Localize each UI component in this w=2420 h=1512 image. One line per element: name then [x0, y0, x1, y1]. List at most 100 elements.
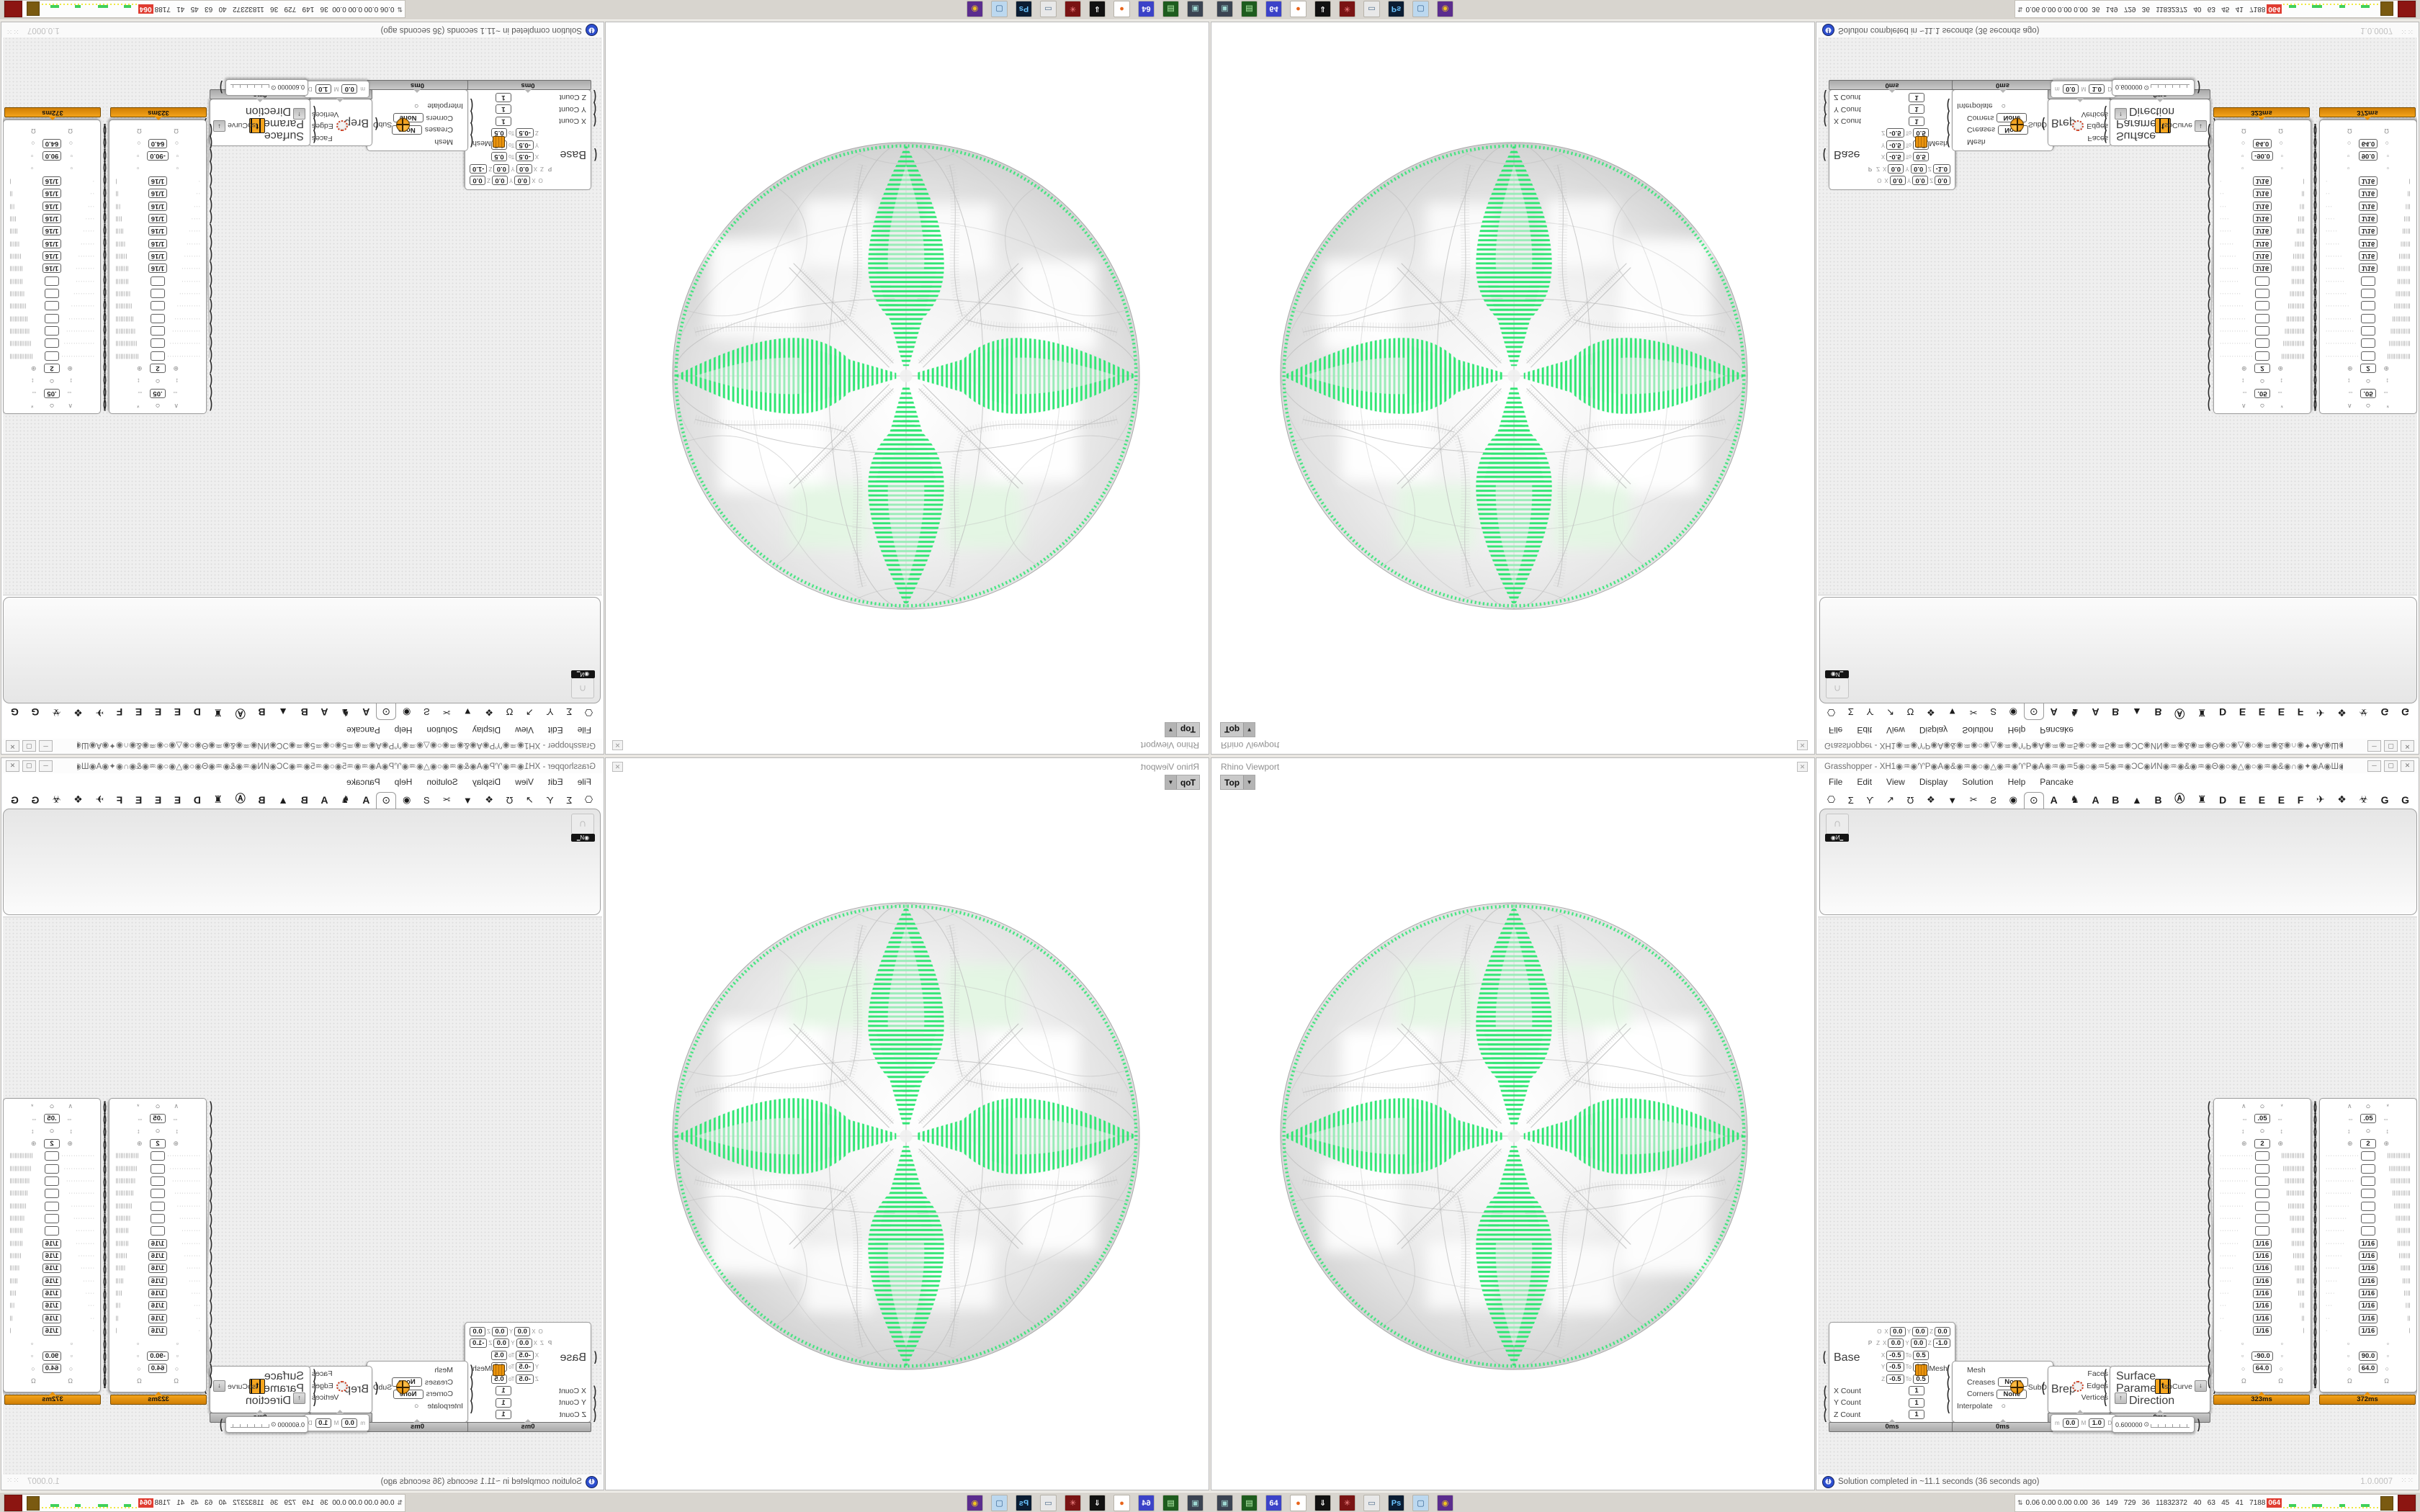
category-tab-icon-6[interactable]: ▼ — [462, 706, 472, 717]
red-rosette-icon[interactable]: ✳ — [1065, 1495, 1081, 1511]
system-monitor-widget[interactable]: ⇅ 0.06 0.00 0.00 0.00 36 149 729 36 1183… — [2015, 1494, 2416, 1512]
category-tab-icon-7[interactable]: ✂ — [1969, 794, 1978, 805]
plugin-tab-12[interactable]: F — [116, 706, 123, 718]
inkscape-arrow-icon[interactable]: ⇓ — [1089, 1, 1106, 17]
plugin-tab-17[interactable]: G — [2401, 794, 2410, 806]
viewport-close-button[interactable]: ✕ — [612, 762, 623, 772]
category-tab-icon-5[interactable]: ❖ — [485, 707, 493, 718]
plugin-tab-15[interactable]: ☣ — [51, 793, 61, 805]
category-tab-icon-7[interactable]: ✂ — [442, 707, 451, 718]
menu-item-view[interactable]: View — [515, 725, 534, 736]
plugin-tab-5[interactable]: B — [258, 706, 266, 718]
plugin-tab-2[interactable]: A — [2092, 706, 2099, 718]
plugin-tab-8[interactable]: D — [193, 794, 201, 806]
plugin-tab-1[interactable]: ♞ — [2070, 707, 2079, 719]
node-isocurve[interactable]: ( Surface ( Parameter t ( ↑ Direction Is… — [204, 1366, 316, 1423]
category-tab-icon-4[interactable]: Ʊ — [506, 706, 514, 717]
category-tab-icon-3[interactable]: ↗ — [525, 707, 534, 718]
domain-mmd-widget[interactable]: m0.0M1.0D6 — [289, 81, 369, 98]
plugin-tab-1[interactable]: ♞ — [2070, 793, 2079, 805]
grasshopper-titlebar[interactable]: Grasshopper - XH1◉♒◉♈P◉A◉&◉♒◉○◉△◉♒◉♈P◉A◉… — [1, 758, 604, 773]
category-tab-icon-3[interactable]: ↗ — [1886, 707, 1895, 718]
node-isocurve[interactable]: ( Surface ( Parameter t ( ↑ Direction Is… — [2104, 1366, 2216, 1423]
firefox-icon[interactable]: ● — [1113, 1, 1130, 17]
grasshopper-titlebar[interactable]: Grasshopper - XH1◉♒◉♈P◉A◉&◉♒◉○◉△◉♒◉♈P◉A◉… — [1816, 739, 2419, 754]
plugin-tab-14[interactable]: ❖ — [73, 707, 83, 719]
plugin-tab-2[interactable]: A — [321, 794, 328, 806]
menu-item-display[interactable]: Display — [1919, 725, 1948, 736]
category-tab-icon-0[interactable]: ⎔ — [1827, 794, 1836, 805]
plugin-tab-10[interactable]: E — [2258, 706, 2266, 718]
slider-column-panel[interactable]: ()∧*○()⇔⇔.05()↕↕○()⊕⊕2()·············· |… — [2313, 1098, 2417, 1392]
slider-grip-icon[interactable]: ⊙ — [270, 1421, 277, 1428]
node-deconstruct-brep[interactable]: ( Brep Faces×Edges×Vertices× 2ms — [2042, 89, 2117, 146]
maximize-button[interactable]: ▢ — [2384, 740, 2398, 752]
package-green-icon[interactable]: ▤ — [1162, 1495, 1179, 1511]
slider-column-panel[interactable]: ()∧*○()⇔⇔.05()↕↕○()⊕⊕2()·············· |… — [3, 1098, 107, 1392]
menu-item-solution[interactable]: Solution — [1962, 776, 1994, 787]
menu-item-solution[interactable]: Solution — [1962, 725, 1994, 736]
menu-item-help[interactable]: Help — [394, 776, 413, 787]
category-tab-icon-8[interactable]: Ƨ — [424, 706, 430, 717]
plugin-tab-12[interactable]: F — [2297, 794, 2304, 806]
plugin-tab-11[interactable]: E — [2277, 794, 2285, 806]
category-tab-icon-6[interactable]: ▼ — [1948, 706, 1958, 717]
plugin-tab-6[interactable]: Ⓐ — [235, 708, 246, 719]
plugin-tab-7[interactable]: ♜ — [213, 793, 223, 805]
plugin-tab-0[interactable]: A — [362, 706, 370, 718]
terminal-monitor-icon[interactable]: ▣ — [1216, 1, 1233, 17]
plugin-tab-7[interactable]: ♜ — [213, 707, 223, 719]
plugin-tab-2[interactable]: A — [2092, 794, 2099, 806]
viewport-view-dropdown[interactable]: Top ▼ — [1164, 775, 1200, 790]
category-tab-icon-5[interactable]: ❖ — [1927, 707, 1935, 718]
node-deconstruct-brep[interactable]: ( Brep Faces×Edges×Vertices× 2ms — [303, 89, 378, 146]
plugin-tab-16[interactable]: G — [2380, 706, 2389, 718]
photoshop-icon[interactable]: Ps — [1388, 1495, 1404, 1511]
plugin-tab-15[interactable]: ☣ — [2359, 707, 2369, 719]
plugin-tab-10[interactable]: E — [154, 706, 162, 718]
plugin-tab-3[interactable]: B — [300, 706, 308, 718]
plugin-tab-0[interactable]: A — [362, 794, 370, 806]
purple-bot-icon[interactable]: ◉ — [967, 1, 983, 17]
plugin-tab-7[interactable]: ♜ — [2197, 793, 2207, 805]
menu-item-edit[interactable]: Edit — [547, 725, 563, 736]
menu-item-help[interactable]: Help — [2007, 776, 2026, 787]
domain-mmd-widget[interactable]: m0.0M1.0D6 — [289, 1414, 369, 1431]
package-green-icon[interactable]: ▤ — [1241, 1495, 1258, 1511]
plugin-tab-1[interactable]: ♞ — [341, 707, 350, 719]
slider-column-panel[interactable]: ()∧*○()⇔⇔.05()↕↕○()⊕⊕2()·············· |… — [103, 1098, 212, 1392]
red-rosette-icon[interactable]: ✳ — [1339, 1, 1355, 17]
slider-column-panel[interactable]: ()∧*○()⇔⇔.05()↕↕○()⊕⊕2()·············· |… — [3, 120, 107, 414]
terminal-monitor-icon[interactable]: ▣ — [1216, 1495, 1233, 1511]
selected-category-tab[interactable]: ⊙ — [2023, 792, 2044, 809]
node-deconstruct-brep[interactable]: ( Brep Faces×Edges×Vertices× 2ms — [2042, 1366, 2117, 1423]
photoshop-icon[interactable]: Ps — [1388, 1, 1404, 17]
slider-column-panel[interactable]: ()∧*○()⇔⇔.05()↕↕○()⊕⊕2()·············· |… — [2208, 120, 2317, 414]
plugin-tab-15[interactable]: ☣ — [2359, 793, 2369, 805]
red-rosette-icon[interactable]: ✳ — [1065, 1, 1081, 17]
menu-item-pancake[interactable]: Pancake — [346, 725, 380, 736]
close-button[interactable]: ✕ — [6, 740, 19, 752]
purple-bot-icon[interactable]: ◉ — [1437, 1, 1453, 17]
floppy-64-icon[interactable]: 64 — [1138, 1495, 1155, 1511]
system-monitor-widget[interactable]: ⇅ 0.06 0.00 0.00 0.00 36 149 729 36 1183… — [4, 1494, 405, 1512]
red-rosette-icon[interactable]: ✳ — [1339, 1495, 1355, 1511]
window-frame-icon[interactable]: ▭ — [1040, 1495, 1057, 1511]
window-frame-icon[interactable]: ▭ — [1363, 1495, 1380, 1511]
plugin-tab-4[interactable]: ▲ — [278, 706, 288, 718]
system-monitor-widget[interactable]: ⇅ 0.06 0.00 0.00 0.00 36 149 729 36 1183… — [4, 0, 405, 18]
plugin-tab-12[interactable]: F — [2297, 706, 2304, 718]
viewport-close-button[interactable]: ✕ — [1797, 762, 1808, 772]
plugin-tab-6[interactable]: Ⓐ — [235, 793, 246, 804]
plugin-tab-16[interactable]: G — [31, 794, 40, 806]
inkscape-arrow-icon[interactable]: ⇓ — [1314, 1, 1331, 17]
menu-item-solution[interactable]: Solution — [426, 725, 458, 736]
plugin-tab-13[interactable]: ✈ — [95, 707, 104, 719]
selected-category-tab[interactable]: ⊙ — [2023, 703, 2044, 720]
